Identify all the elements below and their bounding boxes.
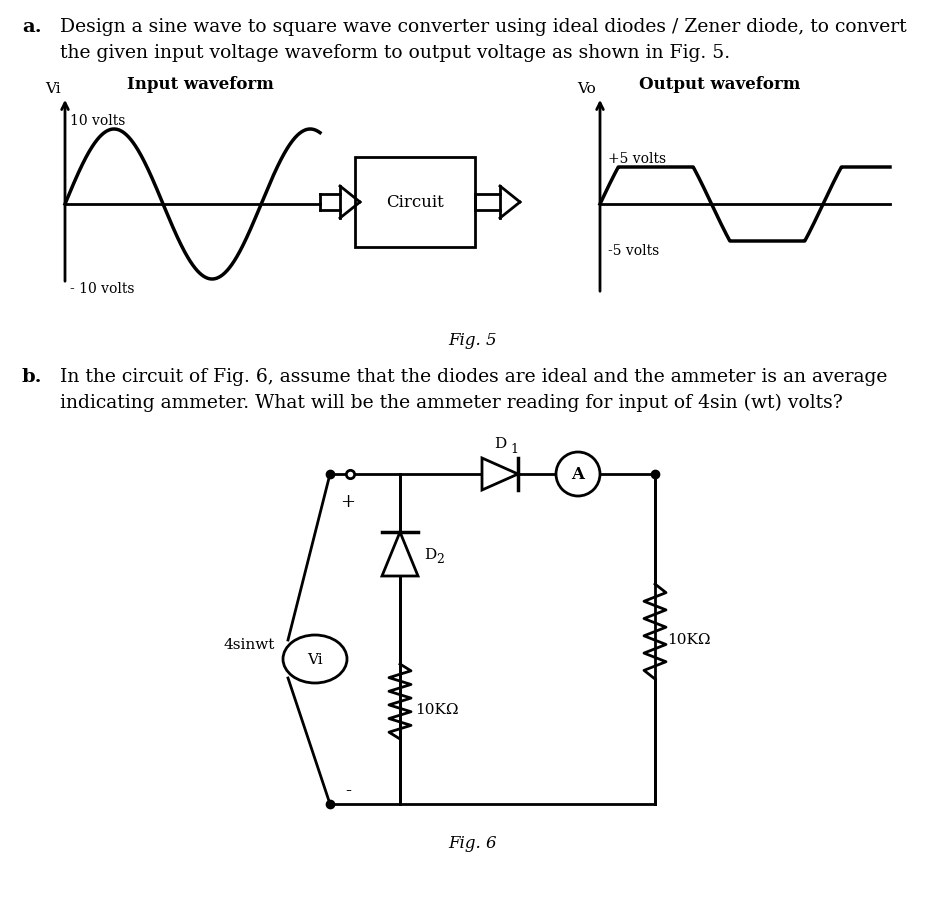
Polygon shape	[482, 458, 518, 491]
Polygon shape	[382, 532, 418, 576]
Text: D: D	[424, 548, 437, 561]
Text: 1: 1	[510, 443, 518, 456]
Text: Vi: Vi	[45, 82, 61, 96]
Bar	[355, 158, 475, 248]
Text: 10KΩ: 10KΩ	[667, 633, 710, 647]
Text: b.: b.	[22, 368, 43, 385]
Text: Fig. 5: Fig. 5	[449, 332, 497, 348]
Text: -: -	[345, 781, 351, 799]
Text: 10KΩ: 10KΩ	[415, 703, 458, 717]
Text: In the circuit of Fig. 6, assume that the diodes are ideal and the ammeter is an: In the circuit of Fig. 6, assume that th…	[60, 368, 887, 385]
Text: a.: a.	[22, 18, 42, 36]
Text: Design a sine wave to square wave converter using ideal diodes / Zener diode, to: Design a sine wave to square wave conver…	[60, 18, 906, 36]
Text: A: A	[571, 466, 584, 483]
Text: 10 volts: 10 volts	[70, 114, 125, 128]
Text: - 10 volts: - 10 volts	[70, 281, 134, 296]
Text: 2: 2	[436, 553, 444, 566]
Text: the given input voltage waveform to output voltage as shown in Fig. 5.: the given input voltage waveform to outp…	[60, 44, 730, 62]
Text: Output waveform: Output waveform	[639, 76, 800, 93]
Text: Vo: Vo	[578, 82, 596, 96]
Text: Circuit: Circuit	[386, 194, 444, 211]
Text: +: +	[341, 492, 355, 511]
Text: indicating ammeter. What will be the ammeter reading for input of 4sin (wt) volt: indicating ammeter. What will be the amm…	[60, 393, 843, 412]
Text: D: D	[494, 437, 506, 450]
Text: Vi: Vi	[307, 652, 323, 667]
Text: Fig. 6: Fig. 6	[449, 834, 497, 851]
Ellipse shape	[283, 635, 347, 683]
Text: -5 volts: -5 volts	[608, 244, 659, 258]
Text: 4sinwt: 4sinwt	[223, 638, 275, 651]
Circle shape	[556, 453, 600, 496]
Text: Input waveform: Input waveform	[127, 76, 274, 93]
Text: +5 volts: +5 volts	[608, 152, 666, 166]
